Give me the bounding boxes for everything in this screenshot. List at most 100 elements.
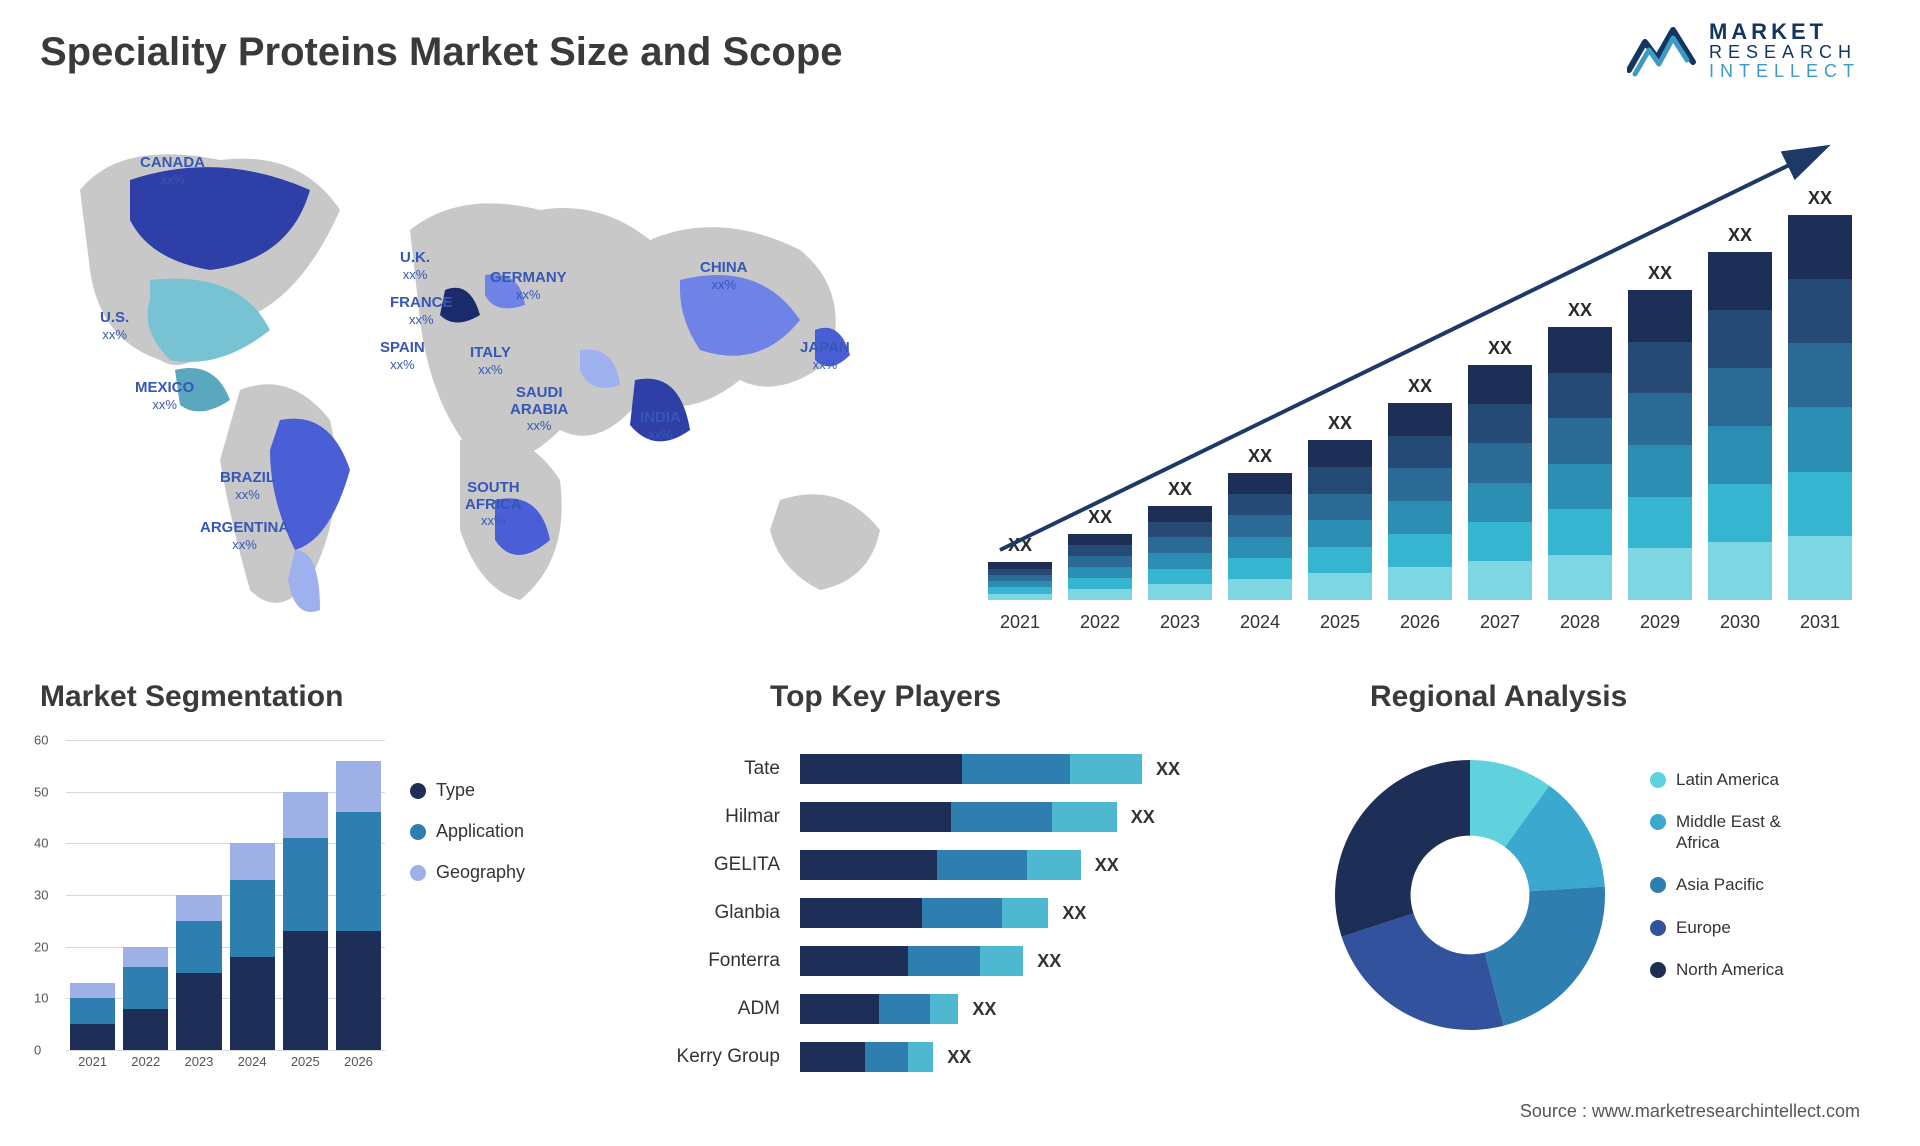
growth-bar: XX: [1708, 225, 1772, 600]
growth-year-label: 2031: [1788, 606, 1852, 640]
growth-bar-value: XX: [1648, 263, 1672, 284]
player-name: ADM: [620, 985, 780, 1033]
map-label: SAUDIARABIAxx%: [510, 385, 568, 435]
legend-label: Europe: [1676, 918, 1731, 938]
regional-legend: Latin America Middle East &Africa Asia Pac…: [1650, 770, 1880, 1002]
seg-year-label: 2026: [336, 1054, 381, 1080]
player-name: GELITA: [620, 841, 780, 889]
growth-bar-value: XX: [1088, 507, 1112, 528]
map-label: FRANCExx%: [390, 295, 453, 328]
legend-swatch-icon: [1650, 962, 1666, 978]
players-labels: TateHilmarGELITAGlanbiaFonterraADMKerry …: [620, 745, 780, 1081]
legend-label: Middle East &Africa: [1676, 812, 1781, 853]
player-bar-row: XX: [800, 841, 1220, 889]
growth-bar-value: XX: [1488, 338, 1512, 359]
growth-year-label: 2023: [1148, 606, 1212, 640]
growth-bar-value: XX: [1568, 300, 1592, 321]
legend-swatch-icon: [1650, 877, 1666, 893]
growth-year-label: 2029: [1628, 606, 1692, 640]
legend-item: Geography: [410, 862, 610, 883]
legend-item: Asia Pacific: [1650, 875, 1880, 895]
map-label: ARGENTINAxx%: [200, 520, 289, 553]
player-value: XX: [947, 1047, 971, 1068]
growth-bar-value: XX: [1328, 413, 1352, 434]
legend-item: Application: [410, 821, 610, 842]
seg-bar: [123, 947, 168, 1050]
map-label: ITALYxx%: [470, 345, 511, 378]
growth-year-label: 2026: [1388, 606, 1452, 640]
legend-swatch-icon: [410, 824, 426, 840]
player-value: XX: [1037, 951, 1061, 972]
seg-ytick: 0: [34, 1043, 41, 1058]
growth-year-label: 2022: [1068, 606, 1132, 640]
player-bar-row: XX: [800, 793, 1220, 841]
map-label: CHINAxx%: [700, 260, 748, 293]
growth-bar: XX: [1468, 338, 1532, 600]
growth-bar: XX: [1308, 413, 1372, 600]
player-value: XX: [1156, 759, 1180, 780]
segmentation-legend: Type Application Geography: [410, 780, 610, 903]
growth-bar: XX: [1068, 507, 1132, 600]
logo-line3: INTELLECT: [1709, 62, 1860, 81]
growth-year-label: 2021: [988, 606, 1052, 640]
map-label: CANADAxx%: [140, 155, 205, 188]
legend-item: Type: [410, 780, 610, 801]
player-name: Glanbia: [620, 889, 780, 937]
players-bars: XX XX XX XX XX XX XX: [800, 745, 1220, 1081]
player-bar-row: XX: [800, 937, 1220, 985]
growth-bar: XX: [1628, 263, 1692, 600]
legend-label: Application: [436, 821, 524, 842]
seg-year-label: 2025: [283, 1054, 328, 1080]
player-value: XX: [1131, 807, 1155, 828]
map-label: JAPANxx%: [800, 340, 850, 373]
source-attribution: Source : www.marketresearchintellect.com: [1520, 1101, 1860, 1122]
map-label: U.K.xx%: [400, 250, 430, 283]
world-map: CANADAxx%U.S.xx%MEXICOxx%BRAZILxx%ARGENT…: [40, 120, 910, 640]
growth-bar: XX: [1388, 376, 1452, 600]
legend-label: Type: [436, 780, 475, 801]
legend-item: Latin America: [1650, 770, 1880, 790]
logo-line2: RESEARCH: [1709, 43, 1860, 62]
seg-bar: [176, 895, 221, 1050]
player-bar-row: XX: [800, 985, 1220, 1033]
growth-bar: XX: [1788, 188, 1852, 600]
brand-logo: MARKET RESEARCH INTELLECT: [1627, 20, 1860, 81]
map-label: SPAINxx%: [380, 340, 425, 373]
segmentation-chart: 0102030405060 202120222023202420252026: [40, 740, 385, 1080]
legend-swatch-icon: [1650, 920, 1666, 936]
growth-bar-chart: XXXXXXXXXXXXXXXXXXXXXX 20212022202320242…: [980, 130, 1860, 640]
growth-bar-value: XX: [1408, 376, 1432, 397]
map-label: U.S.xx%: [100, 310, 129, 343]
legend-label: North America: [1676, 960, 1784, 980]
seg-bar: [283, 792, 328, 1050]
seg-bar: [336, 761, 381, 1050]
page-title: Speciality Proteins Market Size and Scop…: [40, 30, 843, 75]
seg-year-label: 2024: [230, 1054, 275, 1080]
growth-bar-value: XX: [1248, 446, 1272, 467]
player-name: Kerry Group: [620, 1033, 780, 1081]
donut-segment: [1335, 760, 1470, 937]
seg-ytick: 10: [34, 991, 48, 1006]
player-value: XX: [1095, 855, 1119, 876]
logo-mark-icon: [1627, 22, 1697, 78]
donut-segment: [1342, 913, 1504, 1030]
growth-bar-value: XX: [1008, 535, 1032, 556]
players-heading: Top Key Players: [770, 680, 1001, 714]
player-name: Hilmar: [620, 793, 780, 841]
player-value: XX: [1062, 903, 1086, 924]
legend-swatch-icon: [1650, 772, 1666, 788]
seg-bar: [70, 983, 115, 1050]
growth-bar-value: XX: [1808, 188, 1832, 209]
map-label: SOUTHAFRICAxx%: [465, 480, 522, 530]
seg-ytick: 40: [34, 836, 48, 851]
logo-line1: MARKET: [1709, 20, 1860, 43]
map-label: INDIAxx%: [640, 410, 681, 443]
player-bar-row: XX: [800, 745, 1220, 793]
growth-bar-value: XX: [1168, 479, 1192, 500]
growth-bar: XX: [1228, 446, 1292, 600]
legend-swatch-icon: [1650, 814, 1666, 830]
growth-bar-value: XX: [1728, 225, 1752, 246]
legend-swatch-icon: [410, 865, 426, 881]
legend-label: Geography: [436, 862, 525, 883]
donut-segment: [1485, 887, 1605, 1026]
